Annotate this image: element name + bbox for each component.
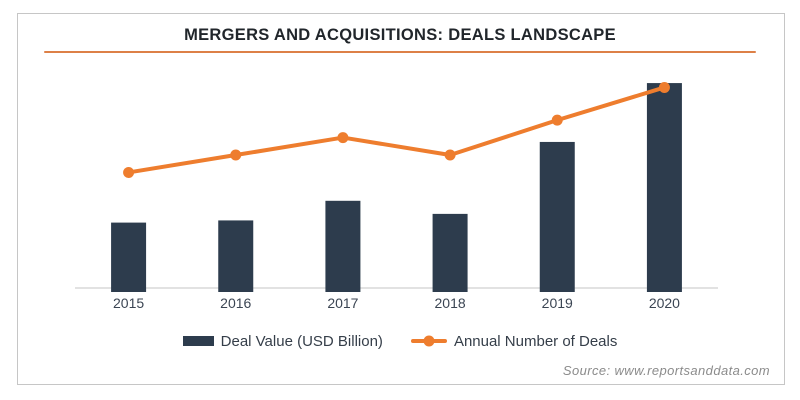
x-tick-label-2016: 2016 [220, 295, 251, 311]
line-point-2017 [337, 132, 349, 144]
bar-2020 [646, 83, 682, 292]
bar-2015 [111, 222, 147, 292]
line-point-2019 [551, 114, 563, 126]
legend-label-deal-value: Deal Value (USD Billion) [220, 332, 383, 350]
x-tick-label-2020: 2020 [649, 295, 680, 311]
x-tick-label-2015: 2015 [113, 295, 144, 311]
line-point-2015 [123, 166, 135, 178]
source-text: Source: www.reportsanddata.com [562, 363, 770, 378]
legend-label-annual-deals: Annual Number of Deals [453, 332, 618, 350]
line-point-2016 [230, 149, 242, 161]
line-point-2018 [444, 149, 456, 161]
legend-item-annual-deals: Annual Number of Deals [410, 332, 618, 350]
legend-bar-swatch-icon [182, 336, 214, 346]
page-title: MERGERS AND ACQUISITIONS: DEALS LANDSCAP… [184, 26, 616, 44]
bar-2017 [325, 200, 361, 292]
legend-item-deal-value: Deal Value (USD Billion) [182, 332, 383, 350]
title-underline [44, 51, 756, 53]
x-tick-label-2019: 2019 [542, 295, 573, 311]
legend: Deal Value (USD Billion) Annual Number o… [0, 331, 800, 351]
deals-line [126, 85, 667, 175]
bar-2016 [218, 220, 254, 292]
legend-dot-icon [423, 335, 435, 347]
x-tick-label-2018: 2018 [435, 295, 466, 311]
bar-2018 [432, 213, 468, 292]
legend-line-swatch-icon [410, 335, 447, 347]
bar-2019 [539, 141, 575, 292]
line-point-2020 [658, 81, 670, 93]
x-tick-label-2017: 2017 [327, 295, 358, 311]
